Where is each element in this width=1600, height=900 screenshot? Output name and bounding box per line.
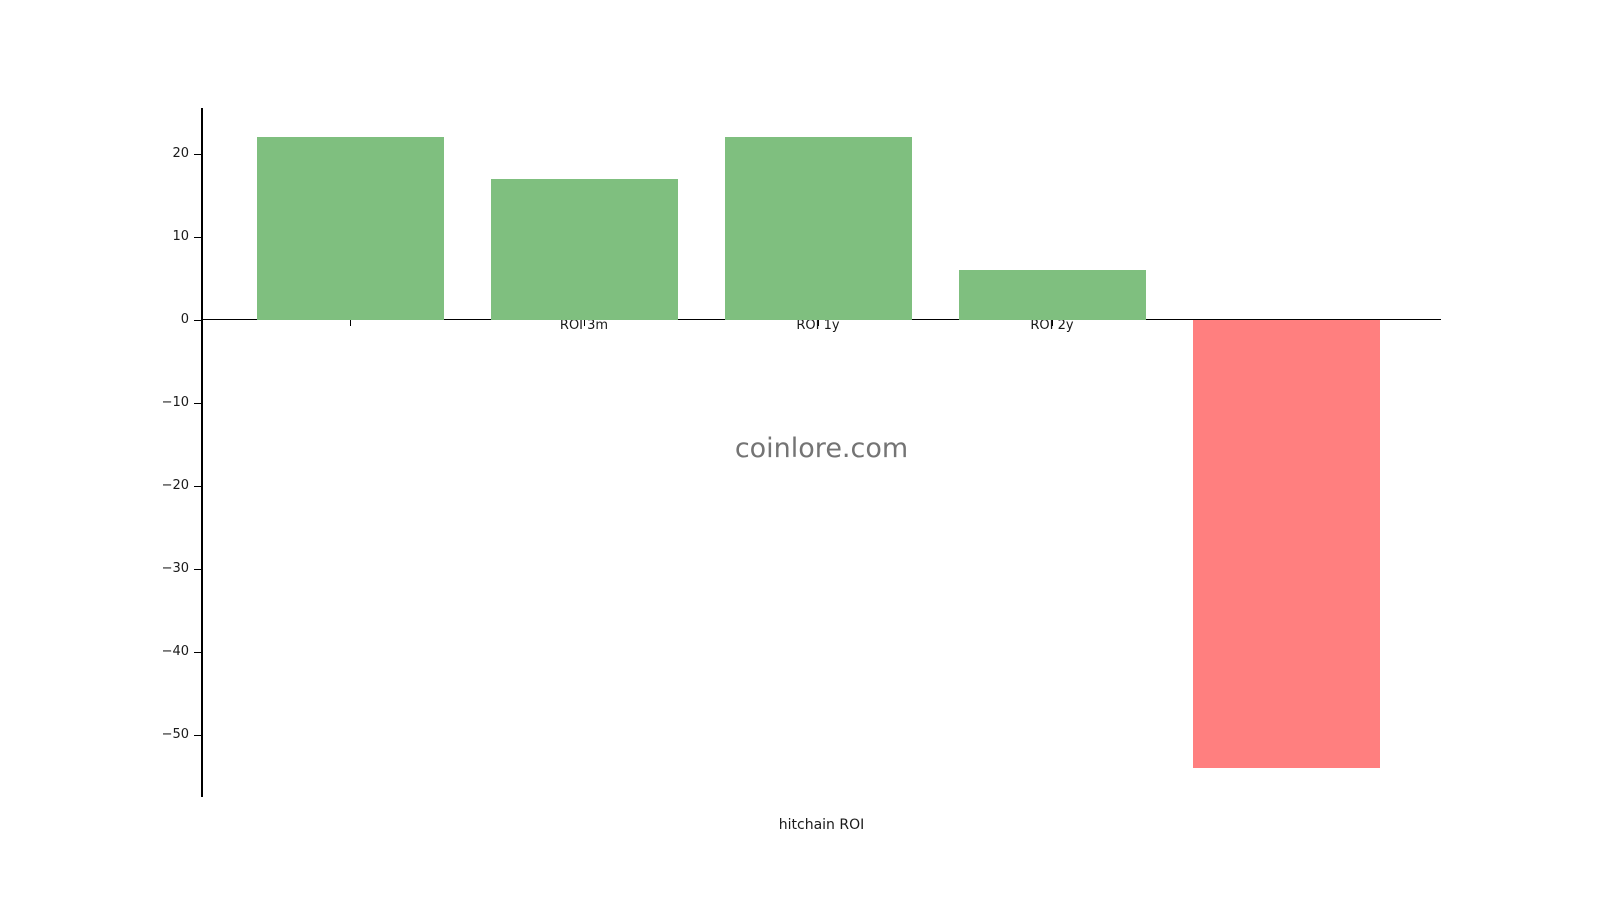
y-tick-mark xyxy=(194,485,201,487)
y-tick-mark xyxy=(194,651,201,653)
watermark-text: coinlore.com xyxy=(734,433,909,464)
x-tick-mark xyxy=(817,320,819,326)
y-tick-mark xyxy=(194,319,201,321)
y-tick-mark xyxy=(194,153,201,155)
x-tick-mark xyxy=(1051,320,1053,326)
y-tick-label: −50 xyxy=(161,727,189,742)
y-tick-label: −40 xyxy=(161,644,189,659)
y-tick-label: 0 xyxy=(180,312,189,327)
x-tick-mark xyxy=(349,320,351,326)
y-axis-line xyxy=(201,108,203,797)
bar-unlabeled-5 xyxy=(1192,320,1380,769)
y-tick-label: 20 xyxy=(172,146,189,161)
x-tick-mark xyxy=(583,320,585,326)
y-tick-mark xyxy=(194,236,201,238)
bar-roi-1y xyxy=(724,137,912,320)
chart-title: hitchain ROI xyxy=(778,817,865,833)
x-tick-label: ROI 3m xyxy=(559,318,609,333)
y-tick-mark xyxy=(194,402,201,404)
y-tick-label: −30 xyxy=(161,561,189,576)
y-tick-mark xyxy=(194,568,201,570)
y-tick-label: 10 xyxy=(172,229,189,244)
x-tick-label: ROI 1y xyxy=(796,318,840,333)
y-tick-label: −10 xyxy=(161,395,189,410)
y-tick-label: −20 xyxy=(161,478,189,493)
bar-unlabeled-1 xyxy=(256,137,444,320)
x-tick-label: ROI 2y xyxy=(1030,318,1074,333)
y-tick-mark xyxy=(194,734,201,736)
bar-roi-2y xyxy=(958,270,1146,320)
bar-roi-3m xyxy=(490,178,678,320)
